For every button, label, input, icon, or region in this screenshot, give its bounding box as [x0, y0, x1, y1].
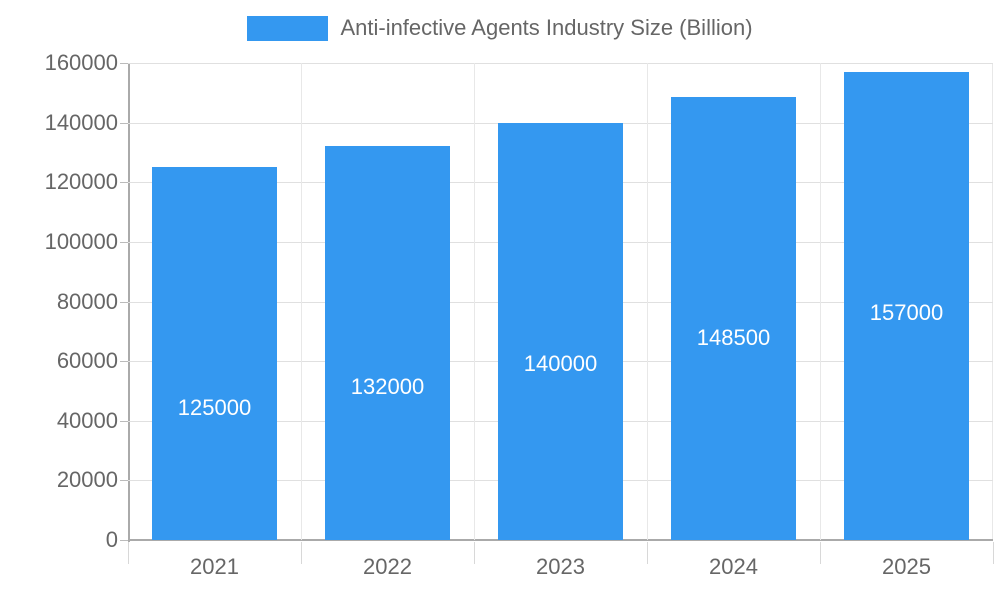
bar[interactable] [152, 167, 277, 540]
x-axis-tick-label: 2021 [190, 554, 239, 579]
vertical-gridline [474, 63, 475, 540]
y-axis-tick-mark [120, 63, 128, 64]
y-axis-tick-label: 60000 [56, 348, 118, 374]
y-axis-tick-mark [120, 122, 128, 124]
legend-color-swatch [247, 15, 329, 41]
bar[interactable] [671, 97, 796, 540]
y-axis-tick-label: 120000 [44, 169, 118, 195]
x-axis-tick-mark [301, 542, 302, 564]
legend-item-anti-infective-agents[interactable]: Anti-infective Agents Industry Size (Bil… [247, 15, 753, 41]
x-axis-tick-label: 2025 [882, 554, 931, 579]
x-axis-tick-label: 2023 [536, 554, 585, 579]
x-axis-tick-mark [820, 542, 821, 564]
vertical-gridline [647, 63, 648, 540]
y-axis-tick-mark [120, 182, 128, 184]
y-axis-tick-label: 0 [105, 527, 118, 552]
y-axis-tick-mark [120, 540, 128, 541]
chart-legend: Anti-infective Agents Industry Size (Bil… [0, 10, 1000, 46]
bar[interactable] [498, 122, 623, 540]
y-axis-tick-mark [120, 480, 128, 482]
y-axis-tick-label: 160000 [44, 50, 118, 75]
vertical-gridline [301, 63, 302, 540]
y-axis-tick-label: 140000 [44, 109, 118, 135]
y-axis-tick-label: 100000 [44, 228, 118, 254]
y-axis-line [128, 63, 130, 542]
gridline [128, 63, 993, 64]
y-axis-tick-mark [120, 241, 128, 243]
x-axis-tick-mark [993, 542, 994, 564]
x-axis-tick-mark [128, 542, 129, 564]
bar[interactable] [325, 146, 450, 540]
y-axis-tick-mark [120, 301, 128, 303]
vertical-gridline [820, 63, 821, 540]
x-axis-tick-label: 2022 [363, 554, 412, 579]
x-axis-baseline [128, 539, 993, 541]
plot-area: 125000 132000 140000 148500 157000 [128, 63, 993, 541]
x-axis-tick-mark [647, 542, 648, 564]
y-axis-tick-mark [120, 361, 128, 363]
x-axis-tick-label: 2024 [709, 554, 758, 579]
legend-label: Anti-infective Agents Industry Size (Bil… [340, 15, 753, 40]
y-axis-tick-label: 20000 [56, 467, 118, 493]
y-axis-tick-label: 40000 [56, 407, 118, 433]
x-axis-tick-mark [474, 542, 475, 564]
y-axis-tick-mark [120, 420, 128, 422]
bar[interactable] [844, 71, 969, 540]
y-axis-tick-label: 80000 [56, 288, 118, 314]
